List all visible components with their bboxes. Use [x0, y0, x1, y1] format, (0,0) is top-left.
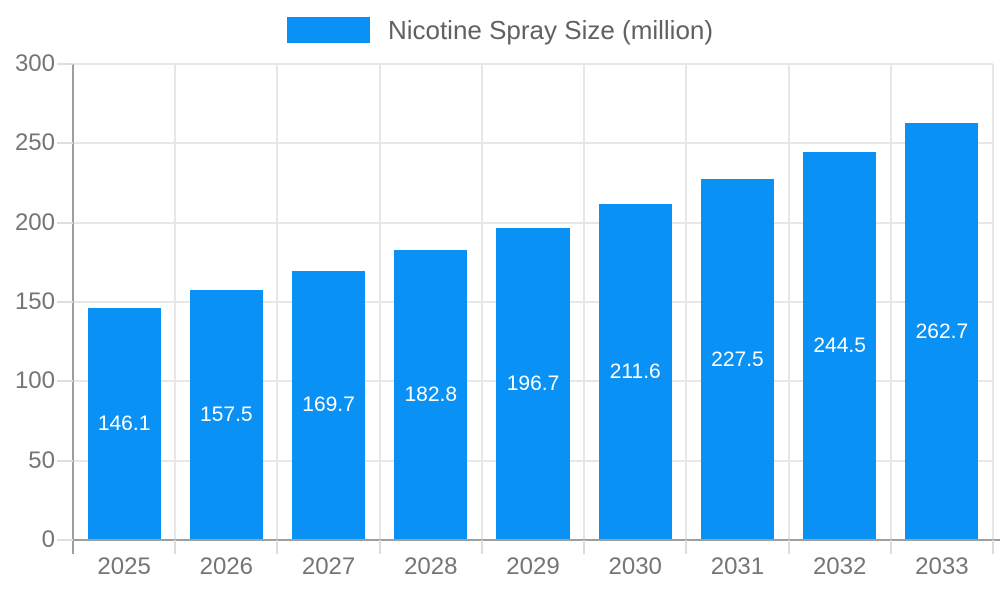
y-axis-label: 200 [14, 208, 55, 236]
bar-2026[interactable] [189, 290, 263, 540]
bar-value-label: 244.5 [813, 334, 866, 358]
x-axis-label: 2032 [812, 553, 867, 580]
plot-area: 146.1 157.5 169.7 182.8 196.7 211.6 227.5 244.5… [73, 63, 994, 540]
legend-swatch[interactable] [286, 17, 370, 43]
x-tick-mark [480, 540, 483, 554]
bar-value-label: 182.8 [404, 382, 458, 406]
gridline-vertical [685, 64, 688, 540]
bar-value-label: 262.7 [915, 319, 969, 343]
bar-2025[interactable] [87, 308, 161, 540]
x-axis-label: 2030 [608, 553, 662, 580]
gridline-horizontal [73, 221, 993, 224]
bar-2031[interactable] [700, 179, 774, 540]
legend[interactable]: Nicotine Spray Size (million) [0, 15, 1000, 45]
gridline-vertical [480, 64, 483, 540]
x-tick-mark [992, 540, 994, 554]
gridline-horizontal [73, 63, 993, 65]
x-tick-mark [889, 540, 892, 554]
gridline-vertical [174, 64, 177, 540]
gridline-vertical [583, 64, 586, 540]
x-axis-label: 2027 [301, 553, 356, 580]
x-tick-mark [685, 540, 688, 554]
y-tick-mark [57, 63, 73, 65]
x-tick-mark [583, 540, 586, 554]
x-tick-mark [787, 540, 790, 554]
y-tick-mark [57, 380, 73, 383]
y-axis-label: 300 [14, 50, 55, 77]
y-tick-mark [57, 459, 73, 462]
bar-2029[interactable] [496, 227, 570, 540]
x-axis-line [57, 539, 1000, 541]
bar-2032[interactable] [803, 152, 877, 540]
x-axis-label: 2025 [97, 553, 151, 580]
x-tick-mark [174, 540, 177, 554]
bar-2027[interactable] [292, 270, 366, 540]
x-tick-mark [276, 540, 279, 554]
y-tick-mark [57, 539, 73, 541]
x-axis-label: 2029 [506, 553, 560, 580]
legend-label[interactable]: Nicotine Spray Size (million) [387, 15, 714, 45]
x-axis-label: 2033 [915, 553, 969, 580]
x-axis-label: 2026 [199, 553, 254, 580]
y-axis-label: 150 [14, 288, 55, 315]
y-tick-mark [57, 221, 73, 224]
y-axis-label: 0 [41, 526, 55, 553]
bar-value-label: 169.7 [302, 393, 355, 417]
gridline-vertical [992, 64, 994, 540]
y-axis-label: 250 [14, 129, 55, 157]
bar-2030[interactable] [598, 204, 672, 540]
y-axis-label: 50 [28, 446, 55, 474]
gridline-vertical [787, 64, 790, 540]
bar-value-label: 196.7 [506, 371, 560, 395]
gridline-vertical [889, 64, 892, 540]
bar-value-label: 211.6 [609, 360, 661, 384]
bar-value-label: 146.1 [97, 412, 151, 436]
bar-value-label: 157.5 [200, 403, 253, 427]
y-axis-line [72, 64, 74, 554]
gridline-horizontal [73, 142, 993, 145]
x-axis-label: 2031 [710, 553, 765, 580]
y-tick-mark [57, 301, 73, 303]
x-tick-mark [378, 540, 381, 554]
bar-value-label: 227.5 [711, 347, 764, 371]
x-axis-label: 2028 [404, 553, 458, 580]
bar-2033[interactable] [905, 123, 979, 540]
bar-2028[interactable] [394, 249, 468, 540]
y-tick-mark [57, 142, 73, 145]
gridline-vertical [378, 64, 381, 540]
gridline-vertical [276, 64, 279, 540]
y-axis-label: 100 [14, 367, 55, 395]
